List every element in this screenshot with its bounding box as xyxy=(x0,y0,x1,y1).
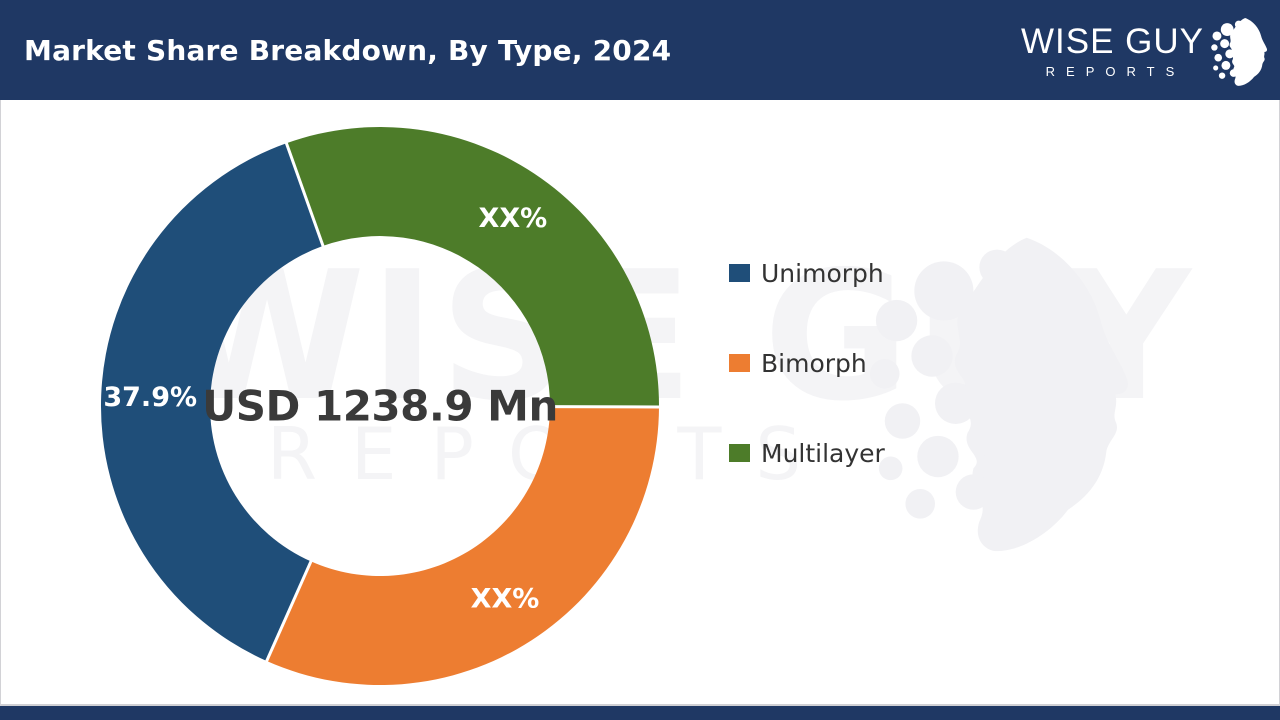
pie-slice-multilayer xyxy=(286,127,660,407)
brand-logo: WISE GUY REPORTS xyxy=(1021,6,1272,96)
brand-subname: REPORTS xyxy=(1045,63,1186,79)
footer-bar xyxy=(0,706,1280,720)
legend-label: Multilayer xyxy=(761,438,885,468)
brand-face-icon xyxy=(1211,18,1268,86)
legend-swatch xyxy=(729,444,750,462)
brand-logo-text: WISE GUY REPORTS xyxy=(1021,23,1204,79)
slice-label-unimorph: 37.9% xyxy=(103,382,197,413)
chart-center-label: USD 1238.9 Mn xyxy=(202,381,558,431)
chart-legend: Unimorph Bimorph Multilayer xyxy=(729,258,885,528)
pie-slice-bimorph xyxy=(266,406,659,686)
legend-item-unimorph: Unimorph xyxy=(729,258,885,288)
legend-label: Bimorph xyxy=(761,348,867,378)
slice-divider xyxy=(264,559,313,663)
slice-label-bimorph: XX% xyxy=(471,584,540,615)
legend-item-bimorph: Bimorph xyxy=(729,348,885,378)
header-bar: Market Share Breakdown, By Type, 2024 WI… xyxy=(0,0,1280,100)
slice-divider xyxy=(284,141,325,248)
legend-label: Unimorph xyxy=(761,258,884,288)
legend-swatch xyxy=(729,354,750,372)
legend-swatch xyxy=(729,264,750,282)
brand-name: WISE GUY xyxy=(1020,22,1204,62)
page-title: Market Share Breakdown, By Type, 2024 xyxy=(24,33,672,67)
slice-label-multilayer: XX% xyxy=(479,203,548,234)
legend-item-multilayer: Multilayer xyxy=(729,438,885,468)
donut-chart: XX% XX% 37.9% xyxy=(100,127,661,686)
pie-slice-unimorph xyxy=(100,143,323,661)
content-area: WISE GUY REPORTS XX%XX%37.9% USD 1238.9 … xyxy=(0,100,1280,706)
